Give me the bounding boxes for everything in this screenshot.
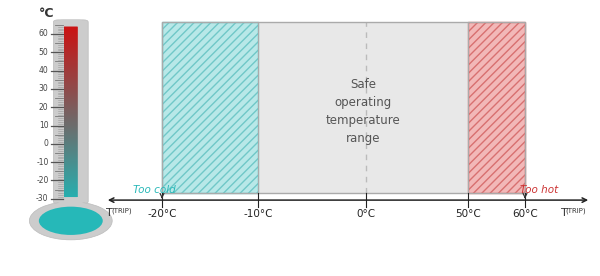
Text: Safe
operating
temperature
range: Safe operating temperature range bbox=[326, 78, 400, 145]
Circle shape bbox=[38, 206, 104, 236]
Text: (TRIP): (TRIP) bbox=[112, 207, 132, 214]
Text: -20: -20 bbox=[36, 176, 49, 185]
Bar bbox=[258, 22, 468, 193]
Text: 10: 10 bbox=[39, 121, 49, 130]
Text: Too cold: Too cold bbox=[133, 185, 176, 195]
Text: 30: 30 bbox=[39, 84, 49, 93]
Text: T: T bbox=[106, 208, 113, 218]
Text: (TRIP): (TRIP) bbox=[566, 207, 586, 214]
Text: 50: 50 bbox=[39, 48, 49, 57]
Text: 50°C: 50°C bbox=[455, 209, 481, 219]
Text: 60: 60 bbox=[39, 30, 49, 38]
Text: -30: -30 bbox=[36, 194, 49, 203]
Text: 40: 40 bbox=[39, 66, 49, 75]
FancyBboxPatch shape bbox=[53, 20, 88, 204]
Bar bbox=[162, 22, 525, 193]
Text: 20: 20 bbox=[39, 103, 49, 112]
Bar bbox=[468, 22, 525, 193]
Text: Too hot: Too hot bbox=[520, 185, 558, 195]
Text: -10: -10 bbox=[36, 158, 49, 167]
Text: T: T bbox=[560, 208, 568, 218]
Text: -10°C: -10°C bbox=[243, 209, 273, 219]
Text: 0°C: 0°C bbox=[356, 209, 376, 219]
Text: -20°C: -20°C bbox=[147, 209, 177, 219]
Text: 0: 0 bbox=[44, 139, 49, 148]
Circle shape bbox=[29, 202, 112, 240]
Text: 60°C: 60°C bbox=[512, 209, 538, 219]
Bar bbox=[162, 22, 258, 193]
Text: °C: °C bbox=[39, 7, 55, 20]
